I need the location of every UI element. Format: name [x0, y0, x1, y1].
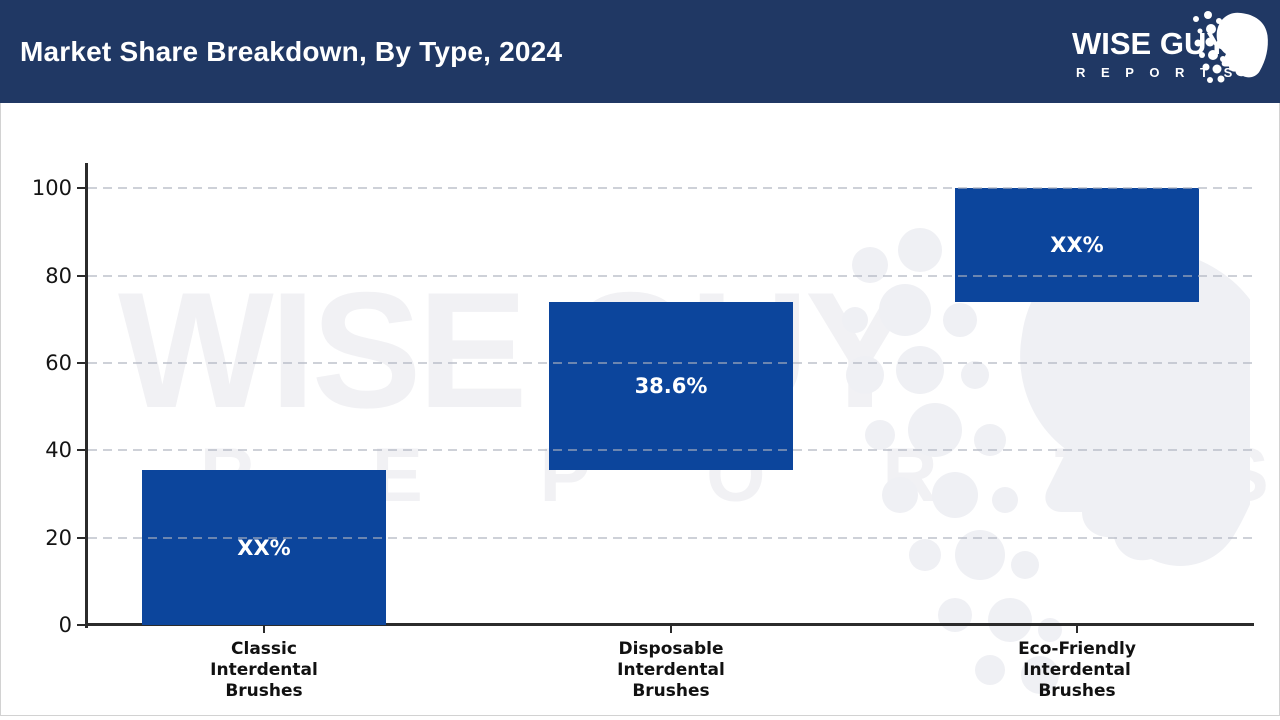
bar-value-label: XX%	[237, 535, 291, 560]
category-label-line: Brushes	[225, 681, 303, 701]
y-tick-mark	[77, 187, 85, 190]
wiseguy-logo: WISE GUY R E P O R T S	[1072, 11, 1268, 83]
gridline	[88, 449, 1253, 452]
bar-value-label: XX%	[1050, 233, 1104, 258]
category-label-line: Brushes	[632, 681, 710, 701]
x-tick-mark	[263, 626, 265, 633]
x-tick-mark	[1076, 626, 1078, 633]
category-label-line: Disposable	[618, 639, 724, 659]
gridline	[88, 187, 1253, 190]
y-tick-label: 20	[45, 525, 72, 550]
y-tick-mark	[77, 449, 85, 452]
gridline	[88, 536, 1253, 539]
plot-area: 0 20 40 60 80 100 XX% 38.6% XX% Classic Interdenta…	[32, 163, 1254, 701]
page-title: Market Share Breakdown, By Type, 2024	[20, 35, 563, 67]
bar: XX%	[955, 188, 1199, 302]
category-label: Disposable Interdental Brushes	[561, 639, 781, 702]
y-tick-label: 40	[45, 438, 72, 463]
y-tick-label: 80	[45, 263, 72, 288]
x-axis	[85, 623, 1254, 626]
category-label: Classic Interdental Brushes	[154, 639, 374, 702]
y-tick-mark	[77, 624, 85, 626]
header-bar: Market Share Breakdown, By Type, 2024 WI…	[0, 0, 1280, 103]
category-label-line: Interdental	[617, 660, 725, 680]
category-label-line: Brushes	[1038, 681, 1116, 701]
watermark-face-dots	[842, 228, 1250, 694]
y-tick-mark	[77, 536, 85, 539]
y-axis	[85, 163, 88, 628]
y-tick-mark	[77, 274, 85, 277]
y-tick-label: 0	[58, 613, 72, 637]
logo-secondary-text: R E P O R T S	[1076, 65, 1238, 80]
category-label-line: Eco-Friendly	[1018, 639, 1136, 659]
category-label-line: Interdental	[1023, 660, 1131, 680]
category-label: Eco-Friendly Interdental Brushes	[967, 639, 1187, 702]
bar: XX%	[142, 470, 386, 625]
gridline	[88, 274, 1253, 277]
category-label-line: Interdental	[210, 660, 318, 680]
gridline	[88, 361, 1253, 364]
y-tick-label: 60	[45, 350, 72, 375]
bar: 38.6%	[549, 301, 793, 471]
bar-value-label: 38.6%	[634, 374, 708, 399]
y-tick-mark	[77, 361, 85, 364]
category-label-line: Classic	[231, 639, 297, 659]
logo-face-silhouette	[1216, 12, 1268, 78]
x-tick-mark	[670, 626, 672, 633]
y-tick-label: 100	[31, 176, 72, 201]
